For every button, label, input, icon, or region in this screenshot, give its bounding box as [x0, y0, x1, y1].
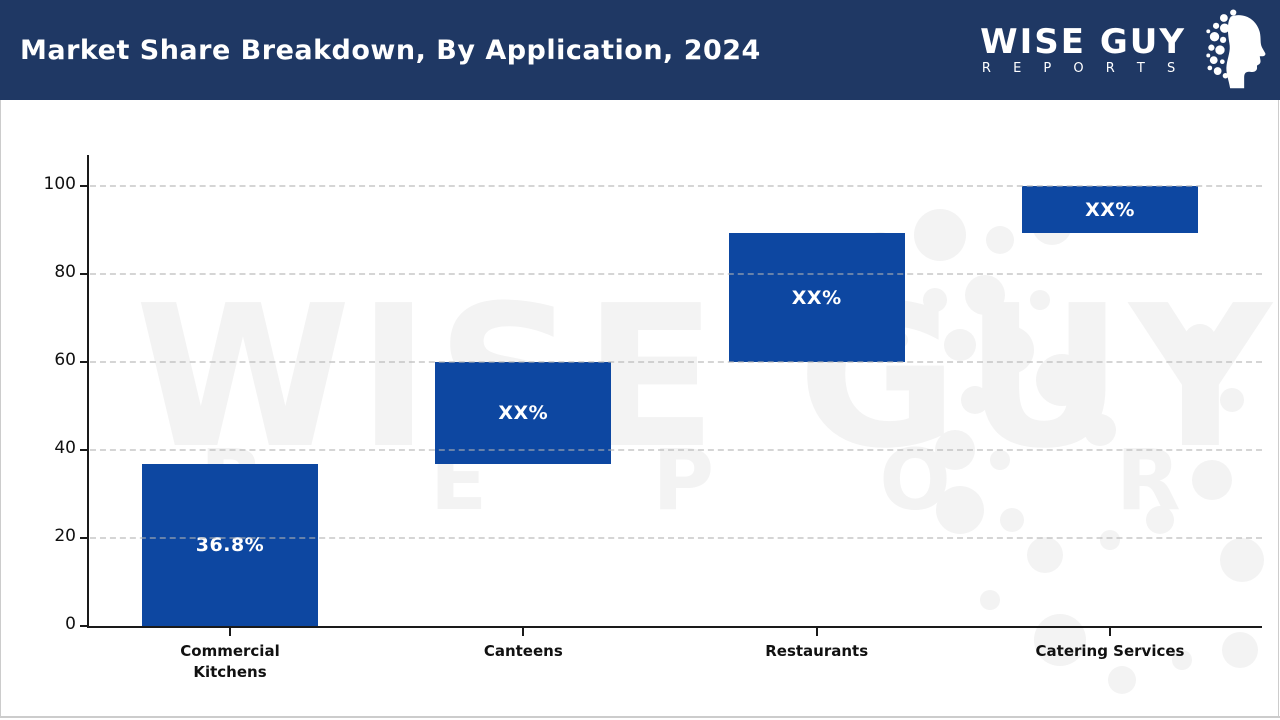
y-tick-mark: [80, 625, 88, 627]
y-tick-label: 0: [65, 614, 76, 634]
bar-value-label: 36.8%: [195, 534, 265, 557]
bar-value-label: XX%: [1085, 198, 1135, 221]
y-tick-label: 60: [54, 350, 76, 370]
border-bottom: [0, 716, 1280, 718]
bar-segment: 36.8%: [142, 464, 318, 626]
y-tick-label: 20: [54, 526, 76, 546]
y-tick-mark: [80, 449, 88, 451]
category-label: Catering Services: [1035, 642, 1185, 660]
y-tick-mark: [80, 185, 88, 187]
y-tick-mark: [80, 537, 88, 539]
bar-segment: XX%: [1022, 186, 1198, 234]
chart-title: Market Share Breakdown, By Application, …: [20, 34, 761, 66]
y-tick-label: 80: [54, 262, 76, 282]
category-label: Canteens: [483, 642, 563, 660]
logo-reports-label: R E P O R T S: [981, 61, 1185, 77]
y-tick-label: 40: [54, 438, 76, 458]
logo-text: WISE GUY R E P O R T S: [980, 21, 1186, 77]
category-label: Commercial Kitchens: [180, 642, 280, 681]
bar-segment: XX%: [728, 233, 905, 362]
category-label: Restaurants: [765, 642, 869, 660]
bar-segment: XX%: [435, 362, 612, 465]
logo-wiseguy-label: WISE GUY: [980, 21, 1186, 62]
x-tick-mark: [1109, 628, 1111, 636]
gridline: [90, 449, 1262, 451]
y-axis-line: [87, 155, 89, 628]
wise-guy-head-icon: [1206, 9, 1266, 89]
border-right: [1278, 100, 1279, 717]
x-axis-line: [87, 626, 1262, 628]
y-tick-mark: [80, 273, 88, 275]
y-tick-label: 100: [43, 174, 76, 194]
gridline: [90, 273, 1262, 275]
bar-value-label: XX%: [791, 286, 842, 309]
wise-guy-reports-logo: WISE GUY R E P O R T S: [980, 6, 1266, 94]
x-tick-mark: [229, 628, 231, 636]
bar-value-label: XX%: [498, 402, 549, 425]
gridline: [90, 537, 1262, 539]
border-left: [0, 100, 1, 717]
x-tick-mark: [522, 628, 525, 636]
report-header: Market Share Breakdown, By Application, …: [0, 0, 1280, 100]
y-tick-mark: [80, 361, 88, 363]
gridline: [90, 185, 1262, 187]
x-tick-mark: [815, 628, 818, 636]
gridline: [90, 361, 1262, 363]
